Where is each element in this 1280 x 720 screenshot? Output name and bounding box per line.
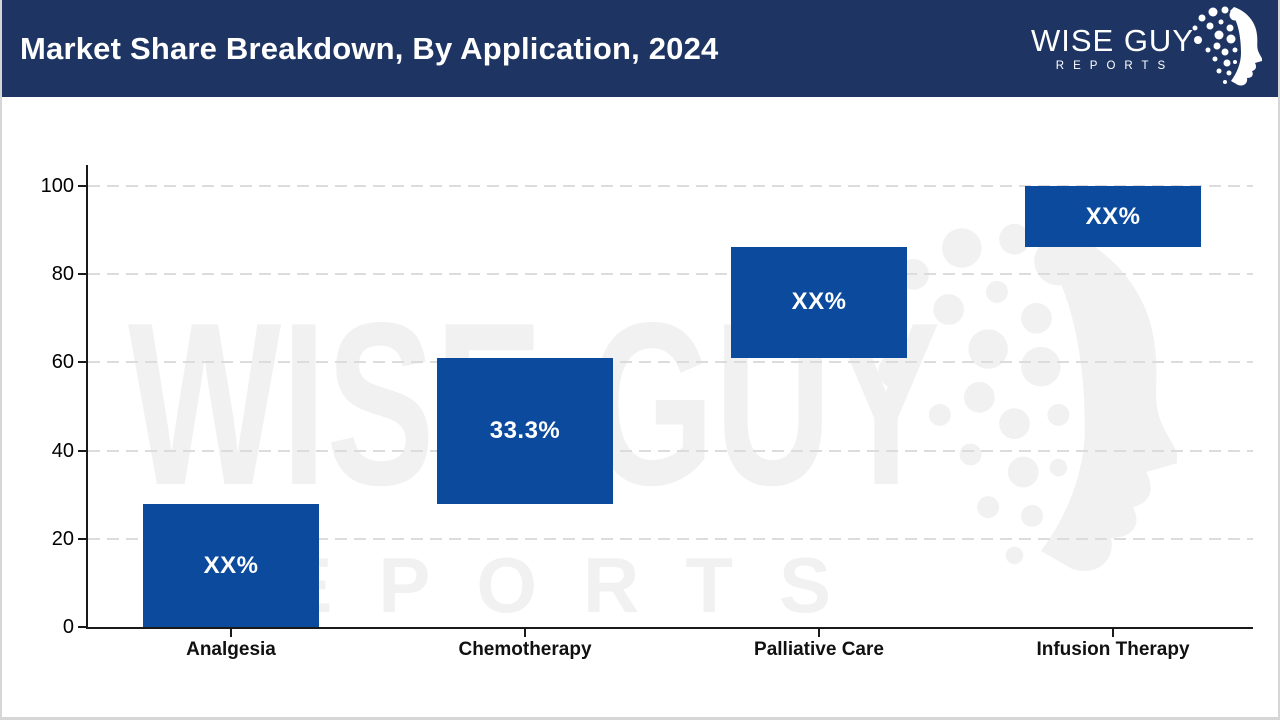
logo-wordmark: WISE GUY — [1030, 23, 1194, 58]
header-bar: Market Share Breakdown, By Application, … — [0, 0, 1280, 97]
y-tick-label: 0 — [62, 616, 74, 638]
logo-text: WISE GUY REPORTS — [1031, 25, 1194, 72]
bar-analgesia: XX% — [143, 504, 319, 627]
y-tick-mark — [78, 361, 87, 364]
y-axis-line — [86, 165, 88, 629]
bar-palliative-care: XX% — [731, 247, 907, 358]
grid-line — [88, 185, 1253, 187]
grid-line — [88, 449, 1253, 452]
bar-value-label: XX% — [791, 288, 847, 316]
logo-subtitle: REPORTS — [1055, 60, 1175, 72]
grid-line — [88, 361, 1253, 364]
wise-guy-logo: WISE GUY REPORTS — [1031, 6, 1262, 92]
x-tick-mark — [524, 629, 526, 637]
bar-value-label: 33.3% — [489, 416, 561, 444]
y-tick-mark — [78, 626, 87, 628]
y-tick-mark — [78, 273, 87, 276]
x-tick-mark — [1112, 629, 1114, 637]
grid-line — [88, 273, 1253, 276]
bar-infusion-therapy: XX% — [1025, 186, 1201, 248]
logo-dot-face-icon — [1192, 6, 1262, 85]
x-tick-label: Chemotherapy — [458, 639, 592, 660]
y-tick-label: 100 — [40, 175, 74, 197]
y-tick-mark — [78, 449, 87, 452]
grid-line — [88, 537, 1253, 540]
x-tick-label: Palliative Care — [754, 639, 884, 660]
x-tick-label: Infusion Therapy — [1036, 639, 1190, 660]
bar-value-label: XX% — [203, 551, 259, 579]
x-tick-mark — [230, 629, 232, 637]
bar-chemotherapy: 33.3% — [437, 357, 613, 505]
y-tick-label: 20 — [51, 527, 74, 550]
y-tick-label: 40 — [51, 439, 74, 462]
x-tick-mark — [818, 629, 820, 637]
y-tick-label: 80 — [51, 263, 74, 286]
page-title: Market Share Breakdown, By Application, … — [20, 30, 719, 66]
bar-value-label: XX% — [1085, 202, 1141, 230]
x-axis-line — [86, 627, 1253, 629]
y-tick-mark — [78, 185, 87, 187]
y-tick-mark — [78, 537, 87, 540]
x-tick-label: Analgesia — [186, 639, 276, 660]
y-tick-label: 60 — [51, 351, 74, 374]
